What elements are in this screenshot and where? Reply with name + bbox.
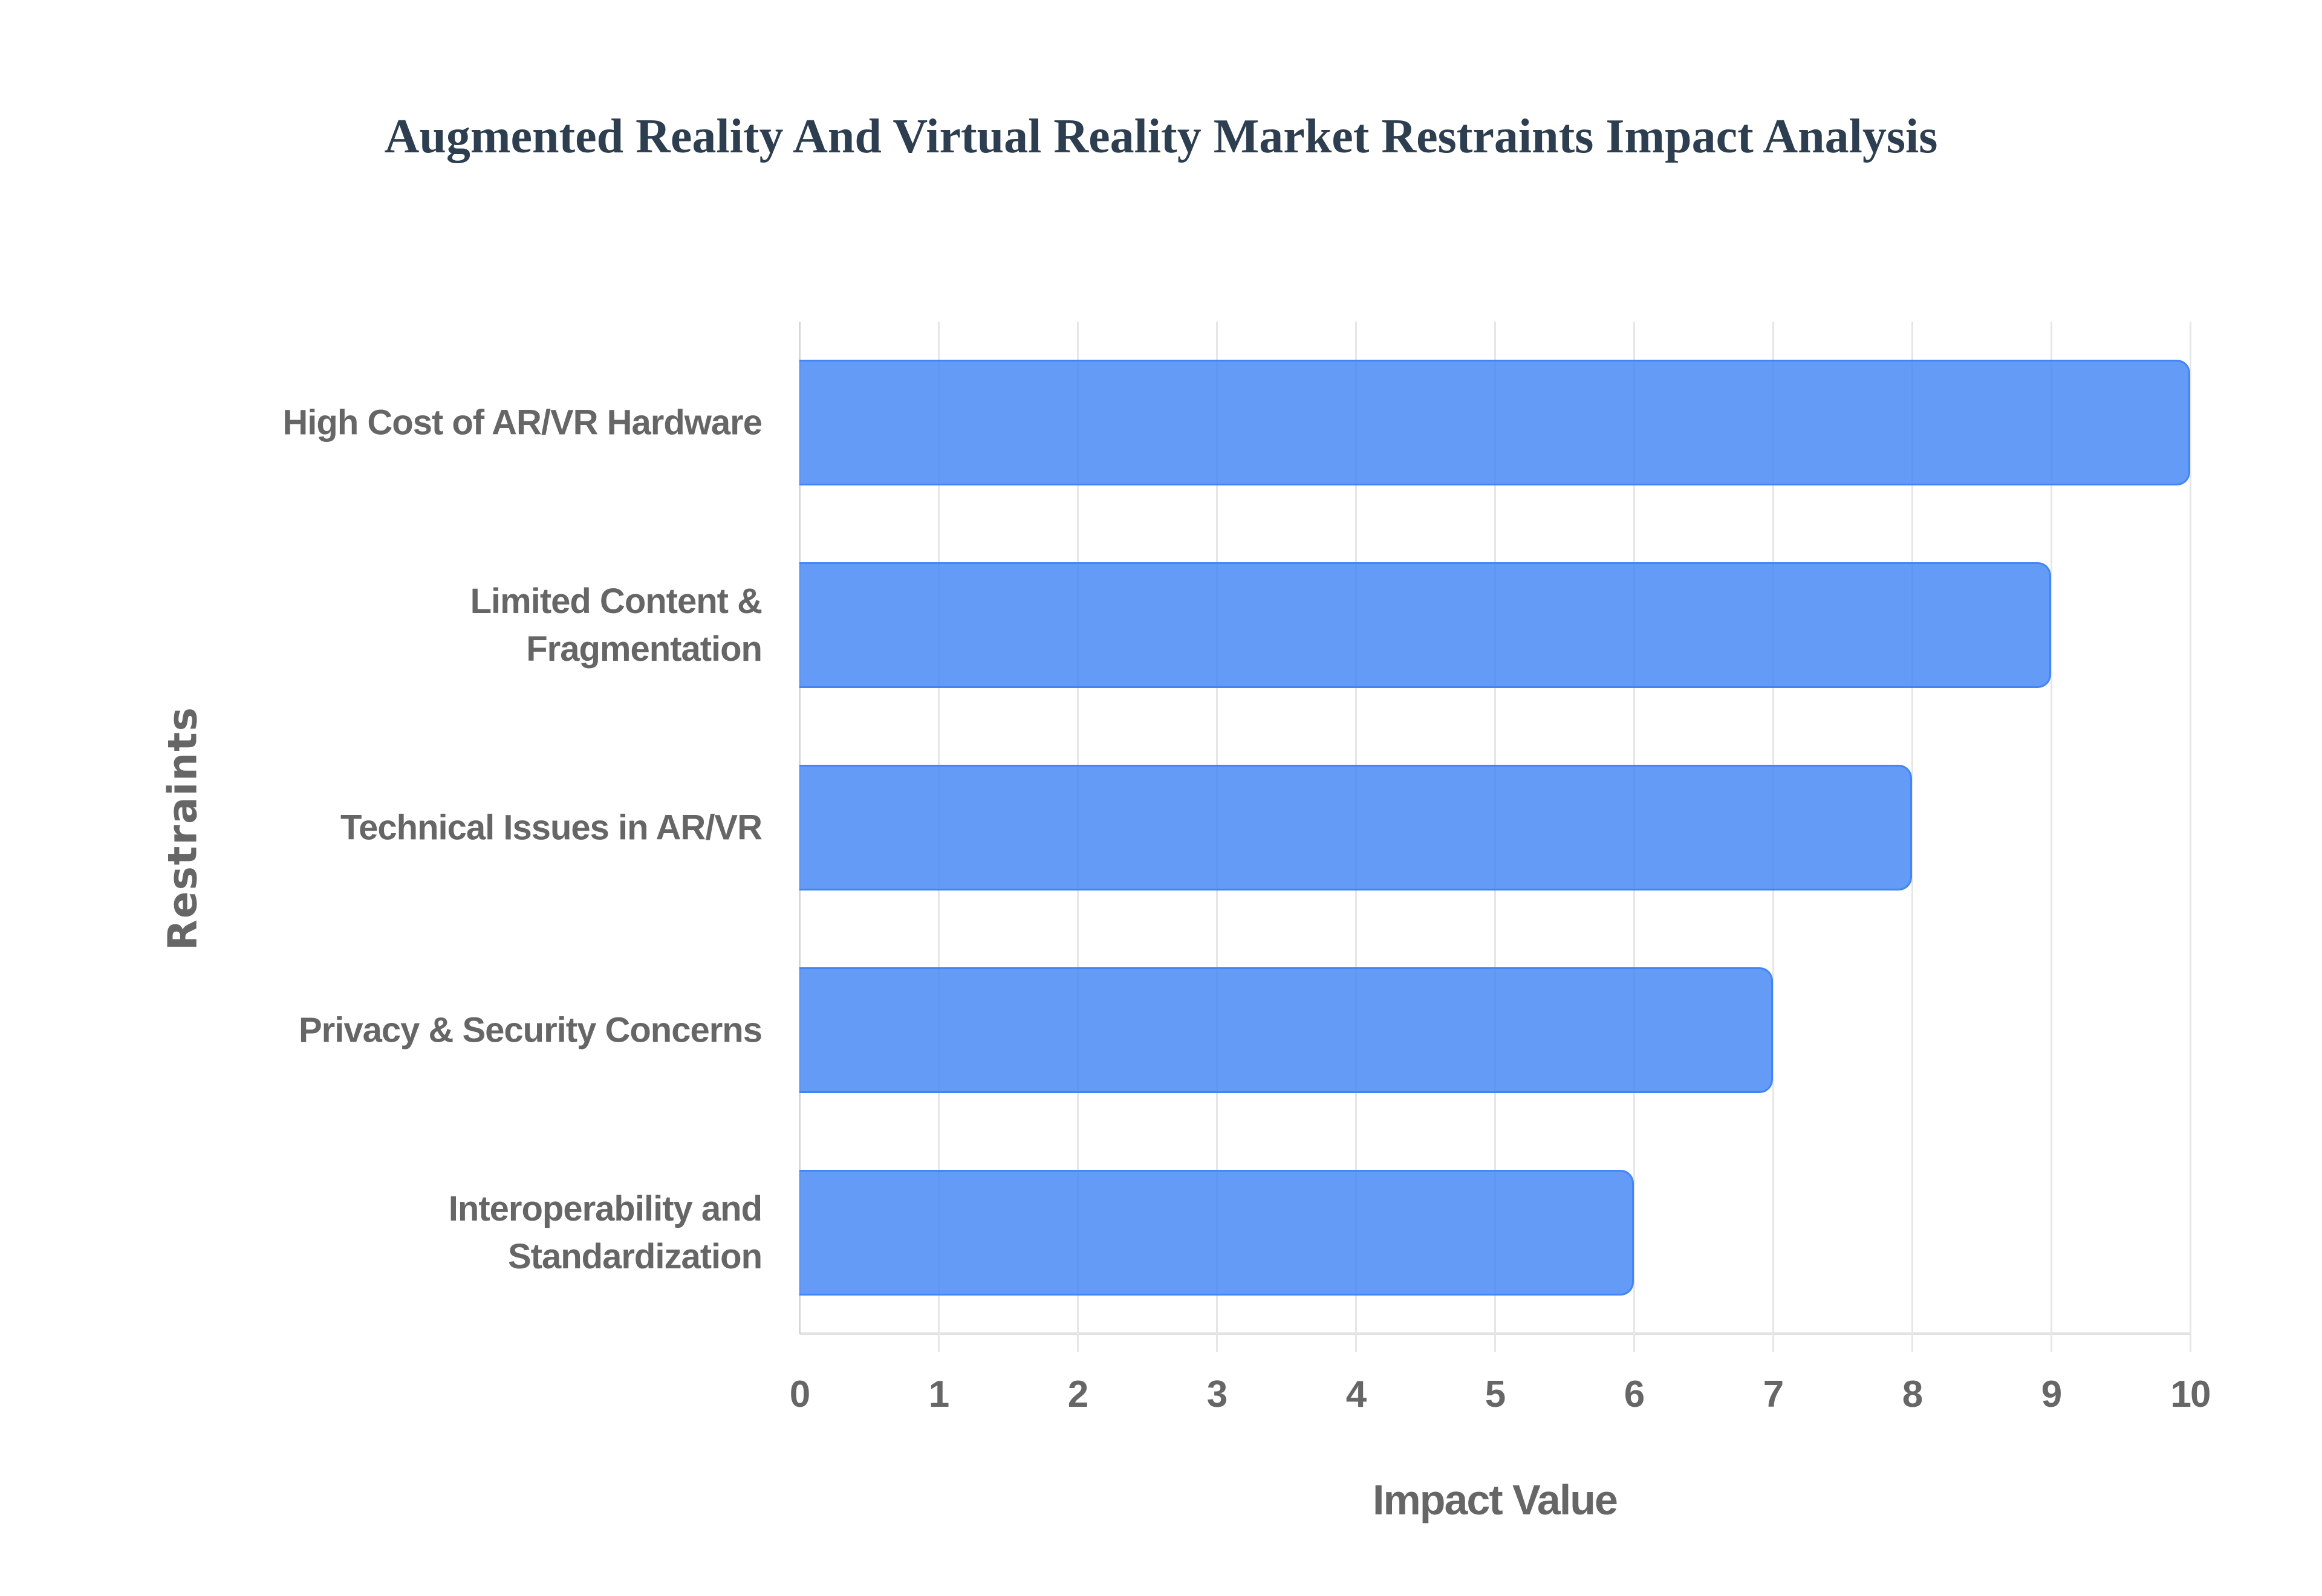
x-tick-label: 9 (2041, 1374, 2063, 1415)
y-category-label: Technical Issues in AR/VR (97, 804, 763, 852)
x-tick-label: 10 (2170, 1374, 2211, 1415)
y-axis-labels: High Cost of AR/VR Hardware Limited Conte… (0, 322, 763, 1334)
y-category-label: Limited Content & Fragmentation (97, 577, 763, 673)
x-tick-label: 8 (1902, 1374, 1924, 1415)
x-tick-label: 4 (1345, 1374, 1367, 1415)
x-tick-label: 3 (1206, 1374, 1228, 1415)
y-category-label-line: Privacy & Security Concerns (298, 1010, 763, 1050)
bar[interactable] (799, 967, 1773, 1093)
y-category-label-line: Standardization (507, 1236, 763, 1276)
x-tick-label: 2 (1067, 1374, 1089, 1415)
y-category-label: Interoperability and Standardization (97, 1185, 763, 1280)
bar[interactable] (799, 360, 2190, 486)
y-category-label: Privacy & Security Concerns (97, 1006, 763, 1054)
y-category-label-line: Interoperability and (448, 1189, 763, 1228)
chart-title: Augmented Reality And Virtual Reality Ma… (384, 110, 1938, 163)
y-category-label-line: High Cost of AR/VR Hardware (282, 403, 763, 443)
x-axis-title: Impact Value (1373, 1476, 1618, 1523)
plot-area: 0 1 2 3 4 5 6 7 8 9 10 (790, 322, 2211, 1415)
bar[interactable] (799, 1169, 1634, 1296)
x-tick-label: 5 (1485, 1374, 1506, 1415)
gridline (2050, 322, 2052, 1352)
gridline (2190, 322, 2191, 1352)
y-category-label-line: Limited Content & (470, 582, 763, 621)
y-category-label-line: Fragmentation (526, 629, 763, 669)
y-category-label-line: Technical Issues in AR/VR (340, 808, 763, 848)
bar[interactable] (799, 562, 2051, 689)
x-tick-label: 7 (1763, 1374, 1784, 1415)
x-tick-label: 0 (789, 1374, 811, 1415)
gridline (1911, 322, 1913, 1352)
x-tick-label: 1 (928, 1374, 950, 1415)
y-category-label: High Cost of AR/VR Hardware (97, 399, 763, 447)
x-tick-label: 6 (1624, 1374, 1645, 1415)
bar[interactable] (799, 765, 1912, 890)
